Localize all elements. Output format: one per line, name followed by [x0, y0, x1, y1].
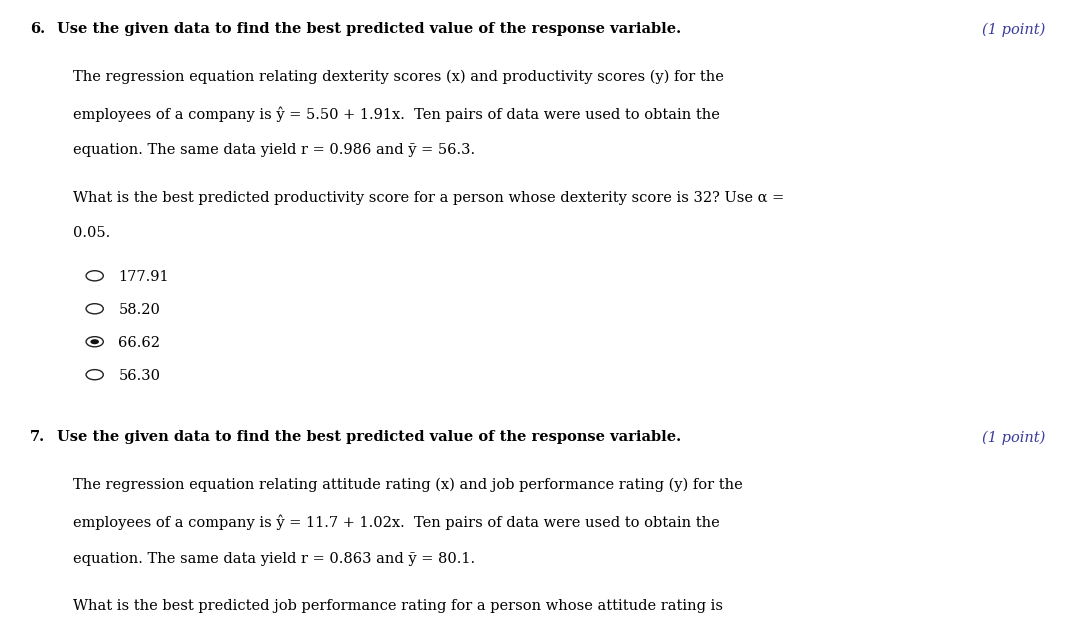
Circle shape [90, 339, 99, 344]
Text: employees of a company is ŷ = 5.50 + 1.91x.  Ten pairs of data were used to obta: employees of a company is ŷ = 5.50 + 1.9… [73, 107, 720, 122]
Text: What is the best predicted productivity score for a person whose dexterity score: What is the best predicted productivity … [73, 191, 784, 205]
Text: What is the best predicted job performance rating for a person whose attitude ra: What is the best predicted job performan… [73, 599, 723, 613]
Text: The regression equation relating attitude rating (x) and job performance rating : The regression equation relating attitud… [73, 478, 742, 493]
Text: 66.62: 66.62 [118, 336, 160, 350]
Text: 7.: 7. [30, 430, 45, 444]
Text: employees of a company is ŷ = 11.7 + 1.02x.  Ten pairs of data were used to obta: employees of a company is ŷ = 11.7 + 1.0… [73, 515, 720, 530]
Text: 6.: 6. [30, 22, 45, 36]
Text: The regression equation relating dexterity scores (x) and productivity scores (y: The regression equation relating dexteri… [73, 70, 724, 84]
Text: (1 point): (1 point) [982, 430, 1046, 445]
Text: equation. The same data yield r = 0.986 and ȳ = 56.3.: equation. The same data yield r = 0.986 … [73, 143, 476, 157]
Text: 56.30: 56.30 [118, 369, 160, 383]
Text: Use the given data to find the best predicted value of the response variable.: Use the given data to find the best pred… [57, 430, 681, 444]
Text: 0.05.: 0.05. [73, 226, 111, 240]
Text: (1 point): (1 point) [982, 22, 1046, 37]
Text: 58.20: 58.20 [118, 303, 160, 317]
Text: equation. The same data yield r = 0.863 and ȳ = 80.1.: equation. The same data yield r = 0.863 … [73, 552, 476, 566]
Text: Use the given data to find the best predicted value of the response variable.: Use the given data to find the best pred… [57, 22, 681, 36]
Text: 177.91: 177.91 [118, 270, 169, 284]
